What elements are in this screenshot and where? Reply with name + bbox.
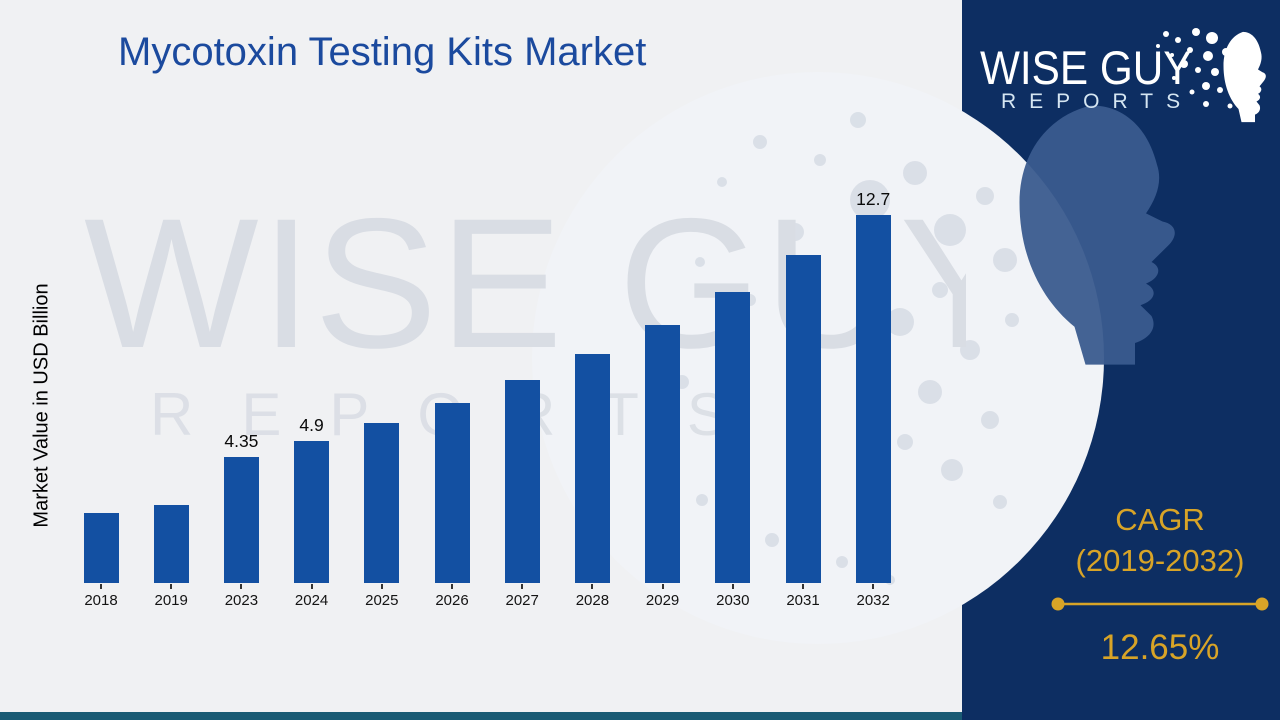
x-tick-2030 [731,584,734,589]
chart-title: Mycotoxin Testing Kits Market [118,30,647,74]
x-label-2018: 2018 [84,592,118,609]
cagr-value: 12.65% [1100,628,1220,667]
cagr-range: (2019-2032) [1075,543,1245,578]
x-tick-2019 [170,584,173,589]
x-tick-2026 [451,584,453,589]
x-label-2024: 2024 [294,592,329,609]
x-tick-2027 [521,584,524,589]
cagr-label: CAGR [1115,502,1205,537]
x-label-2032: 2032 [856,592,890,609]
x-label-2029: 2029 [645,592,680,609]
bar-value-2023: 4.35 [224,431,259,451]
x-tick-2024 [310,584,313,589]
watermark-dots [675,112,1019,585]
bar-2027 [504,380,540,583]
cagr-block: CAGR (2019-2032) 12.65% [1048,502,1272,668]
bottom-accent-strip [0,712,962,720]
bar-2031 [785,255,821,583]
x-label-2025: 2025 [365,592,399,609]
x-label-2028: 2028 [575,592,610,609]
x-tick-2031 [802,584,804,589]
bar-2024 [294,441,330,583]
bar-2023 [223,457,259,583]
logo-wordmark: WISE GUY [980,41,1192,94]
logo-head-icon [1156,28,1266,123]
bar-2019 [153,505,189,583]
x-tick-2025 [380,584,383,589]
bar-2026 [434,403,470,583]
x-label-2030: 2030 [716,592,750,609]
cagr-divider-line [1051,597,1269,611]
bar-2025 [364,423,400,583]
x-tick-2028 [591,584,594,589]
x-label-2019: 2019 [154,592,188,609]
logo-reports: REPORTS [1001,90,1194,113]
bar-chart: 2018 2019 2023 4.35 2024 4.9 2025 2026 2027 2028 2… [83,189,891,609]
bar-2018 [83,513,119,583]
bar-2032 [855,215,891,583]
x-tick-2032 [872,584,875,589]
x-tick-2018 [100,584,102,589]
x-tick-2023 [240,584,243,589]
bar-2028 [574,354,610,583]
x-label-2026: 2026 [435,592,469,609]
bar-2029 [645,325,681,583]
bar-2030 [715,292,751,583]
bar-value-2032: 12.7 [856,189,891,209]
bar-value-2024: 4.9 [299,415,324,435]
x-label-2031: 2031 [786,592,820,609]
x-label-2027: 2027 [505,592,539,609]
x-label-2023: 2023 [224,592,259,609]
x-tick-2029 [661,584,664,589]
